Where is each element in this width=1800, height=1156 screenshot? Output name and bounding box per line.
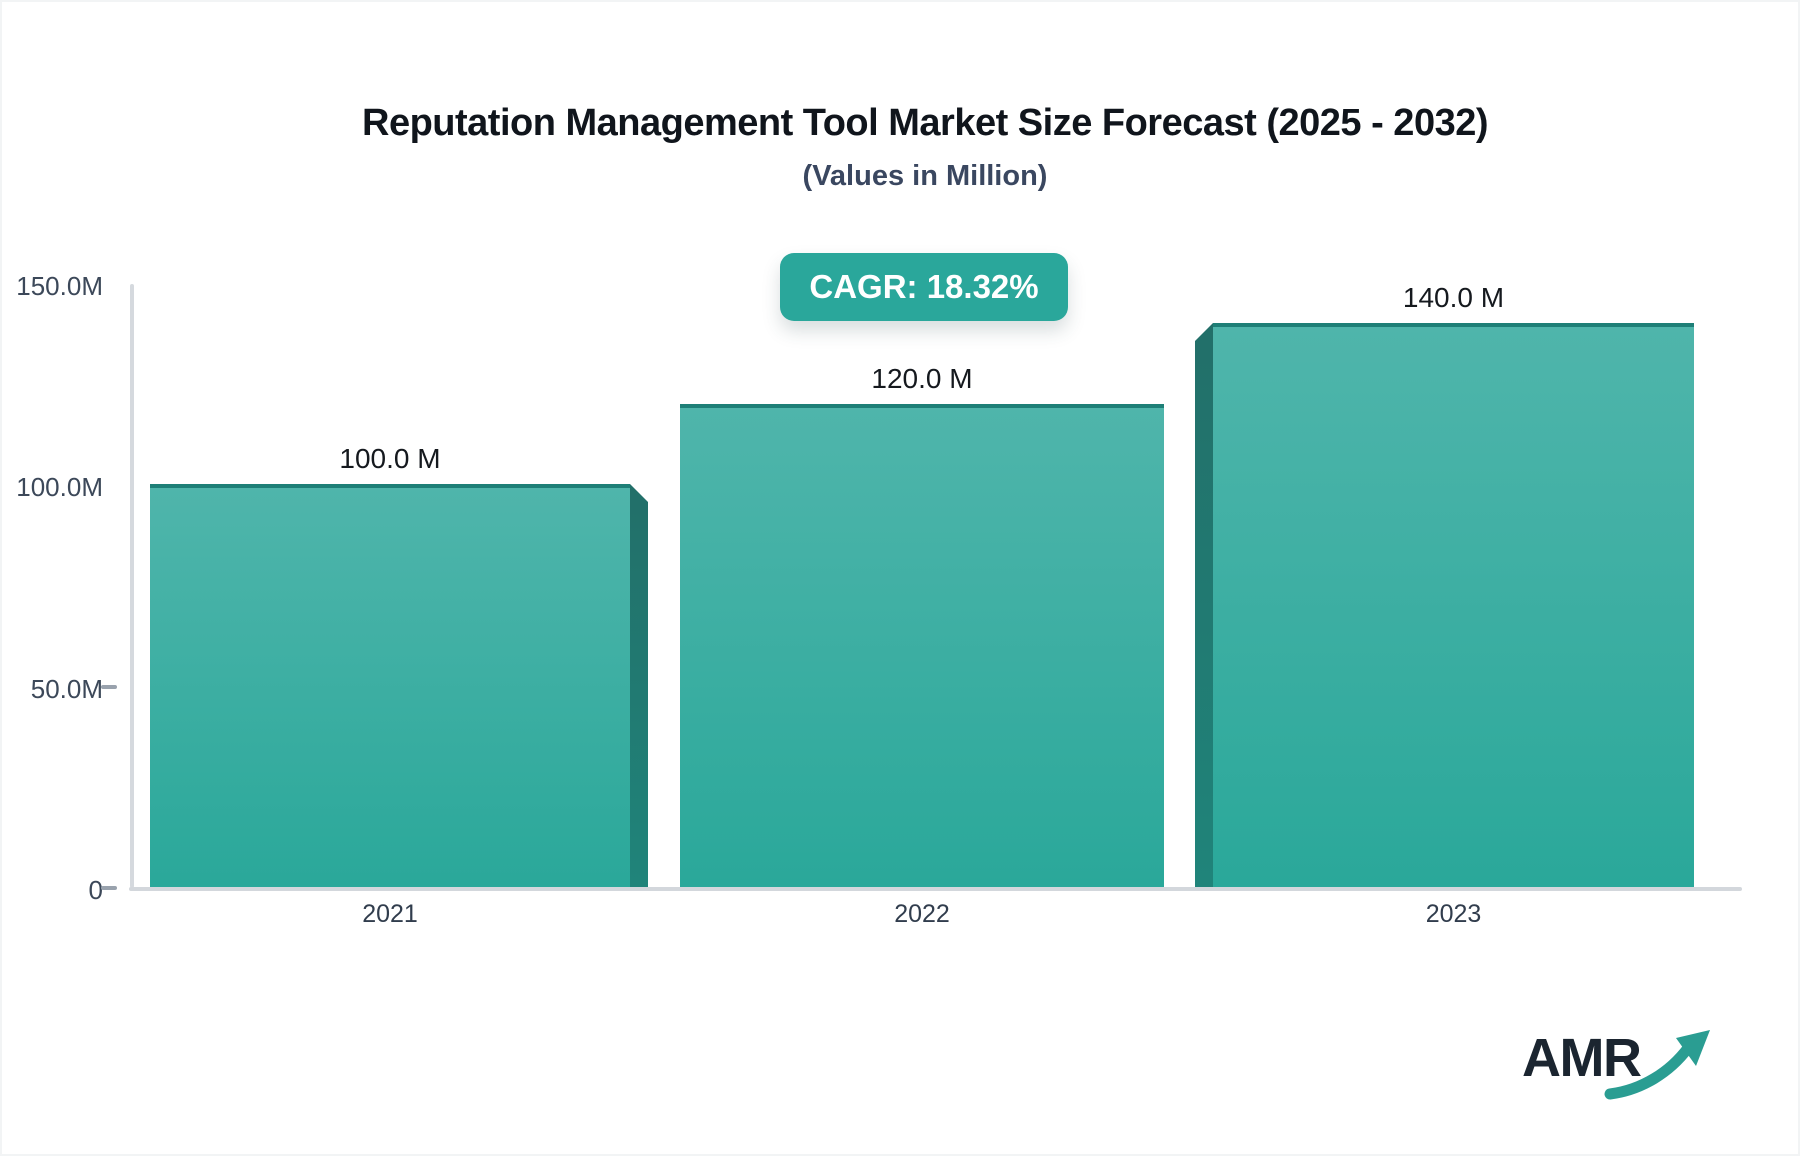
chart-subtitle: (Values in Million) [802, 160, 1048, 192]
bar-value-label: 140.0 M [1402, 282, 1505, 313]
bar-2022 [680, 404, 1164, 887]
x-axis-category-label: 2022 [894, 900, 950, 928]
bar-side-face [630, 484, 648, 887]
amr-logo: AMR [1522, 1028, 1722, 1112]
bar-2021 [150, 484, 630, 887]
y-axis-tick-label: 100.0M [16, 472, 103, 503]
bar-group-2021: 100.0 M 2021 [150, 284, 648, 928]
x-axis-line [129, 887, 1742, 891]
amr-logo-text: AMR [1522, 1028, 1642, 1088]
bar-group-2022: 120.0 M 2022 [680, 284, 1164, 928]
bar-value-label: 100.0 M [339, 443, 441, 474]
x-axis-category-label: 2021 [362, 900, 418, 928]
cagr-badge-label: CAGR: 18.32% [809, 268, 1039, 305]
bar-chart-plot: 150.0M 100.0M 50.0M 0 100.0 M 2021 120.0… [0, 271, 1800, 928]
y-axis-tick-label: 150.0M [16, 271, 103, 301]
x-axis-category-label: 2023 [1425, 900, 1482, 928]
y-axis-line [130, 284, 134, 888]
bar-group-2023: 140.0 M 2023 [1195, 282, 1694, 928]
cagr-badge: CAGR: 18.32% [780, 253, 1068, 321]
chart-title: Reputation Management Tool Market Size F… [362, 102, 1489, 144]
y-axis-tick-label: 0 [88, 875, 103, 905]
growth-arrow-icon [1604, 1030, 1710, 1100]
chart-header: Reputation Management Tool Market Size F… [60, 0, 1790, 193]
y-axis-tick-mark [101, 684, 117, 689]
bar-2023 [1213, 323, 1694, 887]
bar-side-face [1195, 323, 1213, 887]
y-axis-tick-label: 50.0M [30, 673, 103, 704]
y-axis-tick-mark [101, 886, 117, 890]
bar-value-label: 120.0 M [871, 363, 973, 394]
